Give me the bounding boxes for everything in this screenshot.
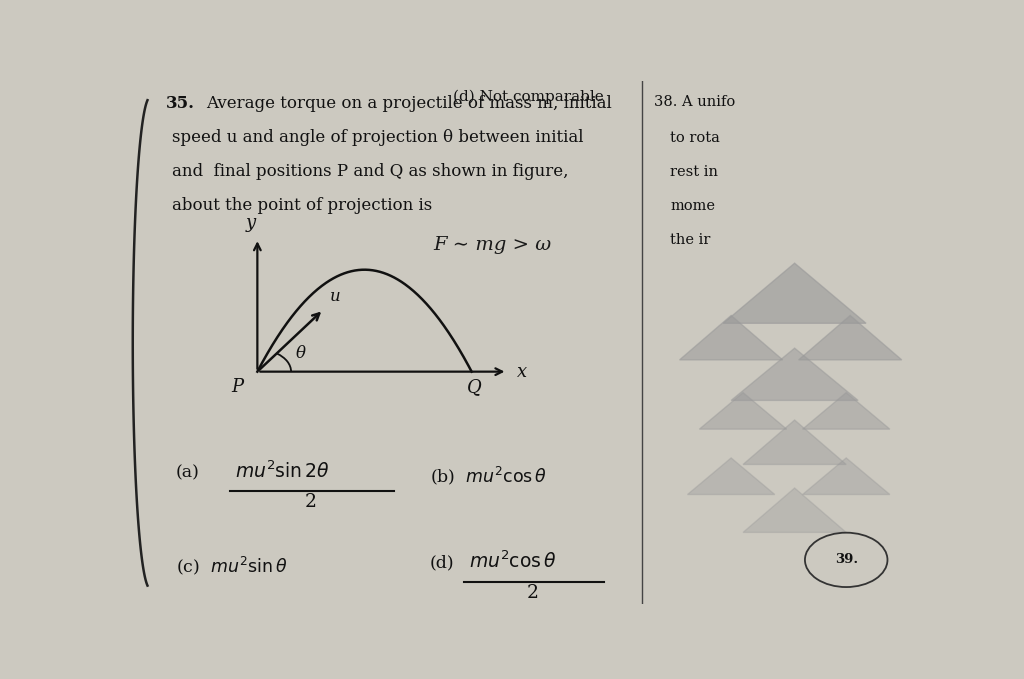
Text: $mu^2\sin 2\theta$: $mu^2\sin 2\theta$ — [236, 460, 330, 481]
Text: speed u and angle of projection θ between initial: speed u and angle of projection θ betwee… — [172, 128, 583, 145]
Text: 2: 2 — [304, 494, 316, 511]
Polygon shape — [803, 458, 890, 494]
Text: x: x — [517, 363, 527, 381]
Text: Average torque on a projectile of mass m, initial: Average torque on a projectile of mass m… — [206, 94, 611, 111]
Text: u: u — [330, 289, 340, 306]
Text: 35.: 35. — [166, 94, 196, 111]
Polygon shape — [743, 420, 846, 464]
Text: P: P — [231, 378, 244, 396]
Text: and  final positions P and Q as shown in figure,: and final positions P and Q as shown in … — [172, 162, 568, 179]
Text: 2: 2 — [526, 584, 539, 602]
Text: to rota: to rota — [670, 131, 720, 145]
Text: (d): (d) — [430, 555, 455, 572]
Text: (b)  $mu^2\cos\theta$: (b) $mu^2\cos\theta$ — [430, 464, 547, 487]
Text: $mu^2\cos\theta$: $mu^2\cos\theta$ — [469, 551, 557, 572]
Text: y: y — [246, 213, 256, 232]
Polygon shape — [799, 316, 902, 360]
Polygon shape — [723, 263, 866, 323]
Text: 39.: 39. — [835, 553, 858, 566]
Text: the ir: the ir — [670, 233, 711, 247]
Text: (c)  $mu^2\sin\theta$: (c) $mu^2\sin\theta$ — [176, 555, 287, 577]
Polygon shape — [699, 392, 786, 429]
Text: mome: mome — [670, 199, 715, 213]
Polygon shape — [743, 488, 846, 532]
Text: (a): (a) — [176, 464, 200, 481]
Polygon shape — [680, 316, 782, 360]
Text: θ: θ — [296, 345, 305, 362]
Polygon shape — [731, 348, 858, 401]
Text: F ∼ mg > ω: F ∼ mg > ω — [433, 236, 552, 254]
Text: rest in: rest in — [670, 165, 718, 179]
Text: 38. A unifo: 38. A unifo — [654, 94, 735, 109]
Text: (d) Not comparable: (d) Not comparable — [454, 90, 604, 104]
Polygon shape — [687, 458, 775, 494]
Text: about the point of projection is: about the point of projection is — [172, 196, 432, 213]
Polygon shape — [803, 392, 890, 429]
Text: Q: Q — [467, 378, 481, 396]
